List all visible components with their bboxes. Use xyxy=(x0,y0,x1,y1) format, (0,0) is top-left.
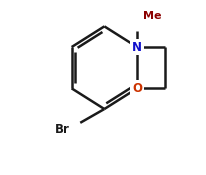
Text: Br: Br xyxy=(54,123,69,136)
Text: N: N xyxy=(131,41,141,54)
Text: O: O xyxy=(131,82,141,95)
Text: Me: Me xyxy=(143,11,161,21)
